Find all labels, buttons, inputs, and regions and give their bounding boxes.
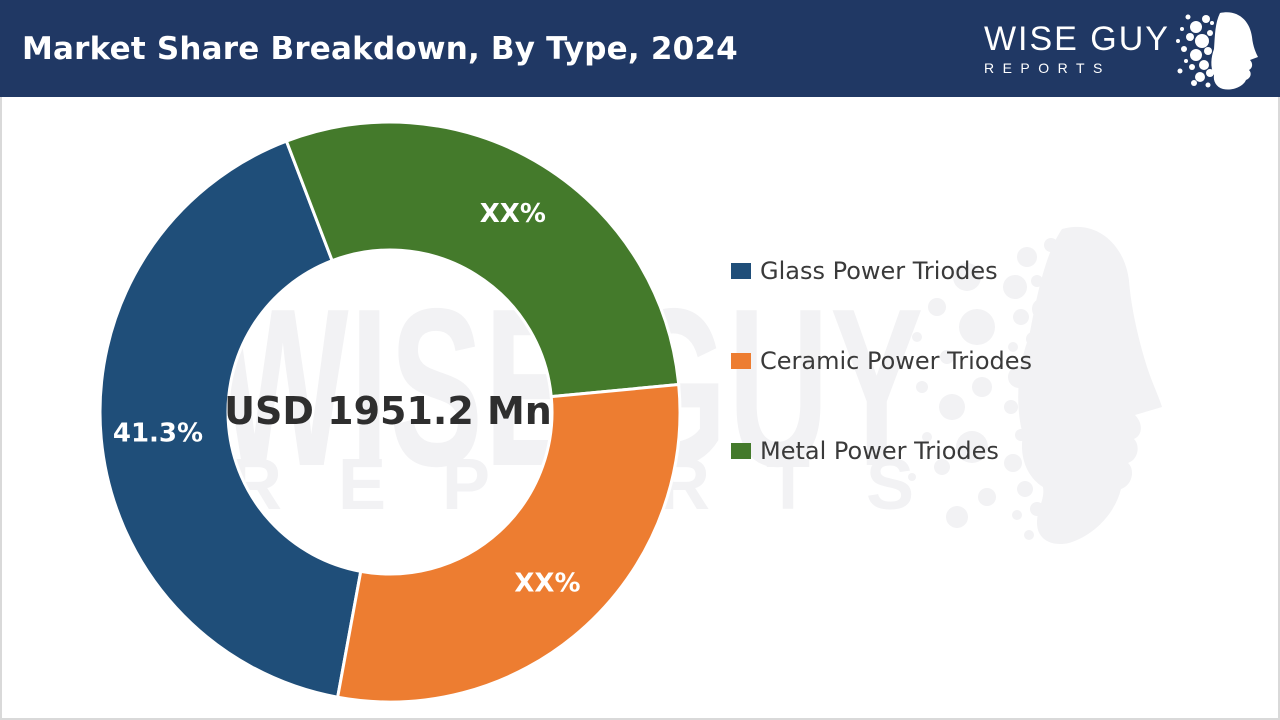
legend-label-glass-power-triodes: Glass Power Triodes: [760, 257, 998, 285]
chart-area: WISE GUY REPORTS 41.3%XX%XX% USD 1951.2 …: [0, 97, 1280, 720]
chart-legend: Glass Power Triodes Ceramic Power Triodes…: [731, 257, 1032, 465]
slice-value-label-glass-power-triodes: 41.3%: [113, 418, 203, 448]
donut-slice-metal-power-triodes: [284, 120, 681, 399]
legend-label-ceramic-power-triodes: Ceramic Power Triodes: [760, 347, 1033, 375]
chart-title: Market Share Breakdown, By Type, 2024: [22, 30, 738, 67]
legend-item-ceramic-power-triodes: Ceramic Power Triodes: [731, 347, 1032, 375]
donut-slice-ceramic-power-triodes: [335, 382, 682, 704]
donut-slice-glass-power-triodes: [98, 139, 363, 699]
legend-item-metal-power-triodes: Metal Power Triodes: [731, 437, 1032, 465]
header-bar: Market Share Breakdown, By Type, 2024 WI…: [0, 0, 1280, 97]
wiseguy-logo: WISE GUY REPORTS: [984, 7, 1260, 91]
logo-line1: WISE GUY: [983, 20, 1170, 58]
donut-center-value: USD 1951.2 Mn: [224, 389, 552, 433]
legend-label-metal-power-triodes: Metal Power Triodes: [760, 437, 999, 465]
donut-slices: 41.3% XX% XX%: [98, 120, 682, 704]
legend-item-glass-power-triodes: Glass Power Triodes: [731, 257, 1032, 285]
logo-wordmark: WISE GUY REPORTS: [984, 22, 1170, 75]
slice-value-label-metal-power-triodes: XX%: [480, 199, 546, 229]
slice-value-label-ceramic-power-triodes: XX%: [514, 569, 580, 599]
donut-chart: 41.3% XX% XX% USD 1951.2 Mn: [98, 120, 682, 704]
legend-swatch-metal-power-triodes: [731, 443, 751, 459]
legend-swatch-ceramic-power-triodes: [731, 353, 751, 369]
logo-face-icon: [1176, 11, 1258, 90]
legend-swatch-glass-power-triodes: [731, 263, 751, 279]
logo-line2: REPORTS: [983, 60, 1111, 76]
